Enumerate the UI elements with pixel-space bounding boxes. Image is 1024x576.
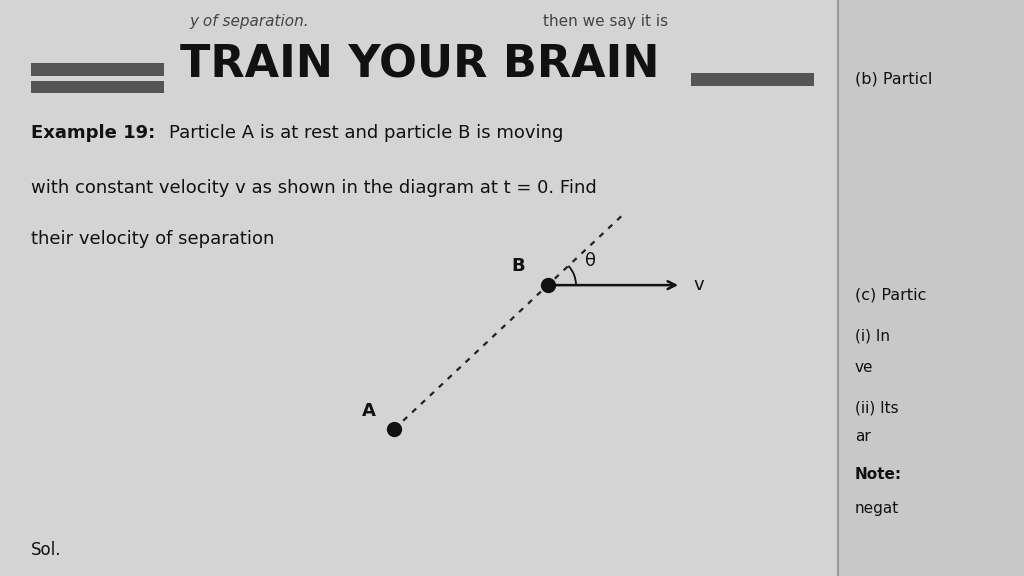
Text: (i) In: (i) In <box>855 328 890 343</box>
Text: Sol.: Sol. <box>31 541 61 559</box>
Text: then we say it is: then we say it is <box>543 14 668 29</box>
Bar <box>31 63 164 76</box>
Text: ar: ar <box>855 429 870 444</box>
Text: θ: θ <box>586 252 596 270</box>
Text: TRAIN YOUR BRAIN: TRAIN YOUR BRAIN <box>180 43 659 86</box>
Text: Example 19:: Example 19: <box>31 124 155 142</box>
Text: Note:: Note: <box>855 467 902 482</box>
Text: B: B <box>512 257 525 275</box>
Bar <box>691 73 814 86</box>
Text: A: A <box>361 403 376 420</box>
Text: v: v <box>693 276 703 294</box>
Text: (b) Particl: (b) Particl <box>855 72 933 87</box>
Text: y of separation.: y of separation. <box>189 14 309 29</box>
Bar <box>31 81 164 93</box>
Text: (ii) Its: (ii) Its <box>855 400 899 415</box>
Text: with constant velocity v as shown in the diagram at t = 0. Find: with constant velocity v as shown in the… <box>31 179 596 196</box>
Text: Particle A is at rest and particle B is moving: Particle A is at rest and particle B is … <box>169 124 563 142</box>
Text: (c) Partic: (c) Partic <box>855 288 927 303</box>
Text: ve: ve <box>855 360 873 375</box>
Text: their velocity of separation: their velocity of separation <box>31 230 274 248</box>
Bar <box>0 0 838 576</box>
Text: negat: negat <box>855 501 899 516</box>
